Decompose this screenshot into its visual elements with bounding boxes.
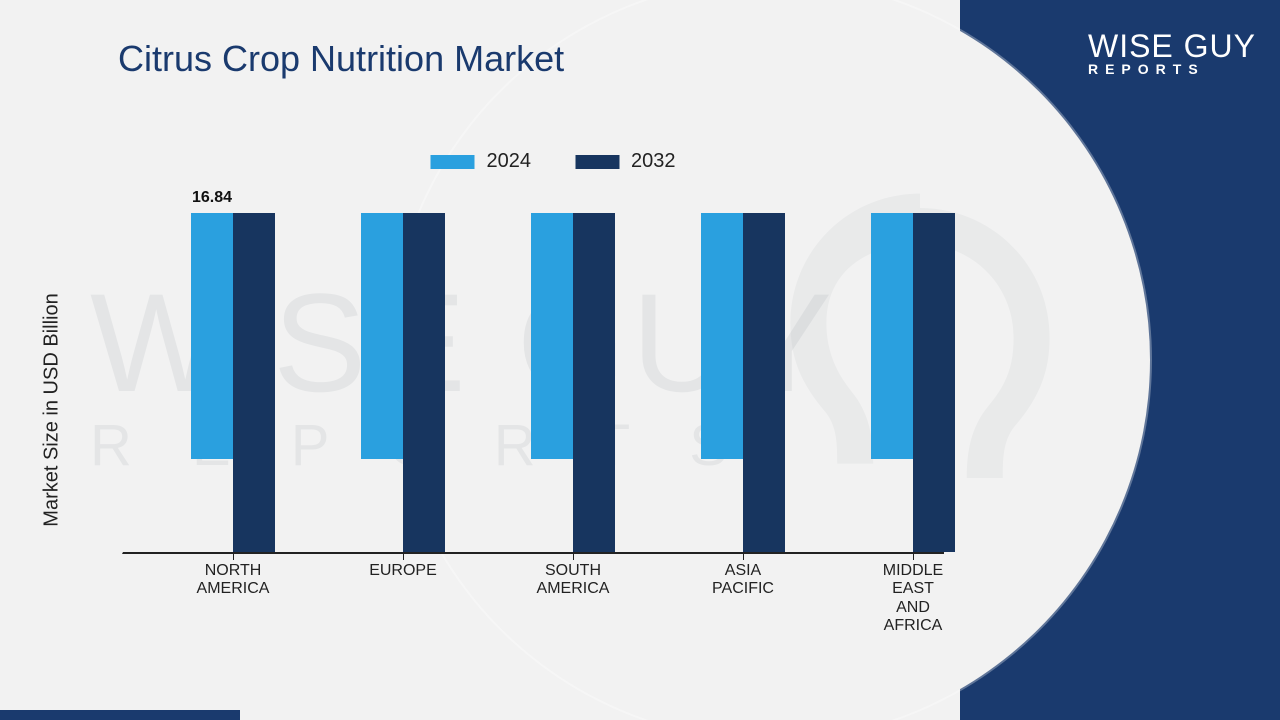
bar-2032	[913, 213, 955, 552]
brand-logo: WISE GUY REPORTS	[1088, 28, 1256, 77]
bar-2032	[233, 213, 275, 552]
bar-2024	[531, 213, 573, 459]
brand-line1: WISE GUY	[1088, 28, 1256, 65]
bar-group: 16.84NORTHAMERICA	[163, 213, 303, 552]
plot-area: 16.84NORTHAMERICAEUROPESOUTHAMERICAASIAP…	[122, 174, 944, 554]
bar-group: MIDDLEEASTANDAFRICA	[843, 213, 983, 552]
bar-group: ASIAPACIFIC	[673, 213, 813, 552]
bar-2032	[573, 213, 615, 552]
category-label: EUROPE	[333, 562, 473, 580]
bottom-strip	[0, 710, 240, 720]
y-axis-label: Market Size in USD Billion	[41, 293, 64, 526]
bar-chart: Market Size in USD Billion 2024 2032 16.…	[64, 150, 944, 670]
category-label: SOUTHAMERICA	[503, 562, 643, 599]
legend-item-2032: 2032	[575, 150, 676, 173]
bar-2024	[871, 213, 913, 459]
bar-value-label: 16.84	[192, 189, 232, 207]
category-label: ASIAPACIFIC	[673, 562, 813, 599]
legend-label-2024: 2024	[487, 150, 532, 173]
legend-item-2024: 2024	[431, 150, 532, 173]
category-label: NORTHAMERICA	[163, 562, 303, 599]
bar-group: SOUTHAMERICA	[503, 213, 643, 552]
bar-2024	[361, 213, 403, 459]
legend-label-2032: 2032	[631, 150, 676, 173]
legend-swatch-2032	[575, 155, 619, 169]
x-tick	[233, 552, 234, 560]
chart-legend: 2024 2032	[431, 150, 676, 173]
x-tick	[573, 552, 574, 560]
legend-swatch-2024	[431, 155, 475, 169]
x-tick	[743, 552, 744, 560]
x-tick	[913, 552, 914, 560]
bar-2024	[701, 213, 743, 459]
bar-2032	[403, 213, 445, 552]
category-label: MIDDLEEASTANDAFRICA	[843, 562, 983, 636]
bar-2032	[743, 213, 785, 552]
bar-group: EUROPE	[333, 213, 473, 552]
page-title: Citrus Crop Nutrition Market	[118, 38, 564, 80]
bar-2024: 16.84	[191, 213, 233, 459]
x-tick	[403, 552, 404, 560]
